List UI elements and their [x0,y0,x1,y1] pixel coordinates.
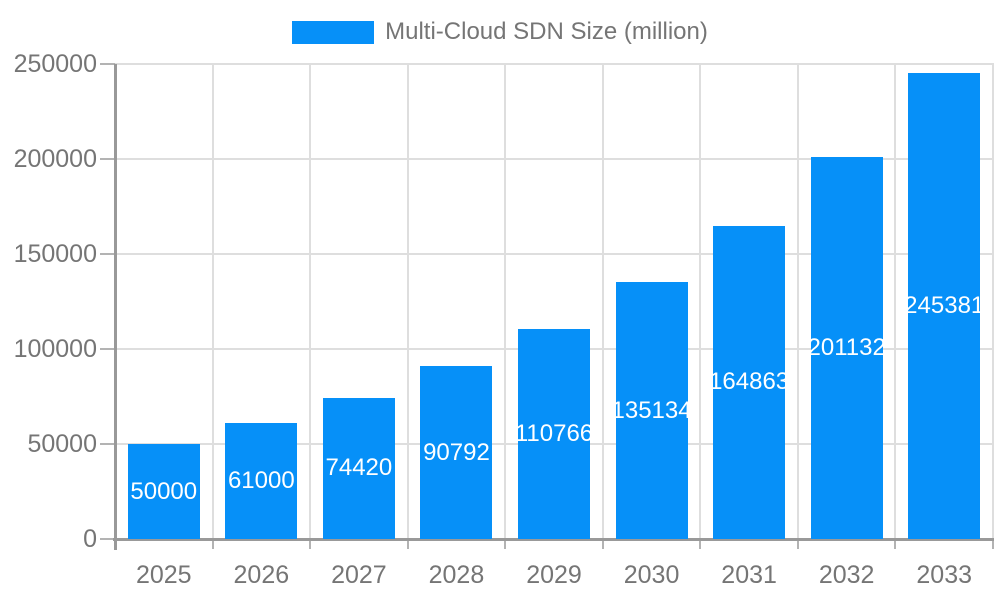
bar [518,328,590,539]
legend-label: Multi-Cloud SDN Size (million) [385,18,708,45]
y-axis-tick-label: 50000 [27,430,97,458]
x-axis-tick [601,541,604,549]
y-axis-tick-label: 150000 [13,240,97,268]
gridline-vertical [796,64,799,539]
chart-legend[interactable]: Multi-Cloud SDN Size (million) [0,20,1000,44]
x-axis-category-label: 2033 [916,561,973,589]
x-axis-category-label: 2027 [331,561,387,589]
gridline-vertical [504,64,507,539]
bar [615,282,688,539]
x-axis-tick [699,541,702,549]
x-axis-category-label: 2026 [233,561,290,589]
legend-swatch-icon [292,20,375,44]
y-axis-tick-label: 0 [83,525,97,553]
bar [127,444,200,539]
gridline-vertical [992,64,994,539]
y-axis-tick [100,443,115,445]
x-axis-category-label: 2029 [526,561,582,589]
gridline-vertical [699,64,702,539]
x-axis-category-label: 2028 [428,561,485,589]
bar-value-label: 135134 [611,396,692,424]
x-axis-tick [309,541,312,549]
x-axis-category-label: 2030 [623,561,680,589]
gridline-horizontal [113,158,994,160]
x-axis-tick [894,541,897,549]
bar [420,366,493,539]
bar [322,397,395,539]
y-axis-tick-label: 100000 [13,335,97,363]
gridline-vertical [211,64,214,539]
y-axis-tick-label: 200000 [13,145,97,173]
bar-value-label: 110766 [514,419,594,447]
gridline-vertical [894,64,897,539]
x-axis-category-label: 2031 [721,561,777,589]
bar-value-label: 61000 [227,467,295,495]
y-axis-tick [100,253,115,255]
bar [908,72,981,539]
gridline-vertical [309,64,312,539]
bar-value-label: 50000 [130,477,198,505]
x-axis-line [113,537,994,541]
y-axis-tick [100,348,115,350]
y-axis-tick [100,158,115,160]
x-axis-tick [796,541,799,549]
gridline-vertical [406,64,409,539]
x-axis-category-label: 2032 [818,561,875,589]
bar-value-label: 201132 [807,333,886,361]
bar [810,156,883,539]
y-axis-tick-label: 250000 [13,50,97,78]
x-axis-tick [504,541,507,549]
x-axis-tick [992,541,994,549]
gridline-horizontal [113,63,994,65]
bar-value-label: 164863 [709,368,790,396]
x-axis-category-label: 2025 [135,561,192,589]
gridline-vertical [601,64,604,539]
y-axis-tick [100,63,115,65]
y-axis-line [113,64,117,550]
y-axis-tick [100,538,115,540]
bar-value-label: 74420 [325,454,393,482]
bar-value-label: 90792 [423,438,490,466]
gridline-horizontal [113,253,994,255]
bar [225,423,298,539]
bar-value-label: 245381 [904,291,985,319]
x-axis-tick [406,541,409,549]
bar [713,225,786,539]
x-axis-tick [211,541,214,549]
